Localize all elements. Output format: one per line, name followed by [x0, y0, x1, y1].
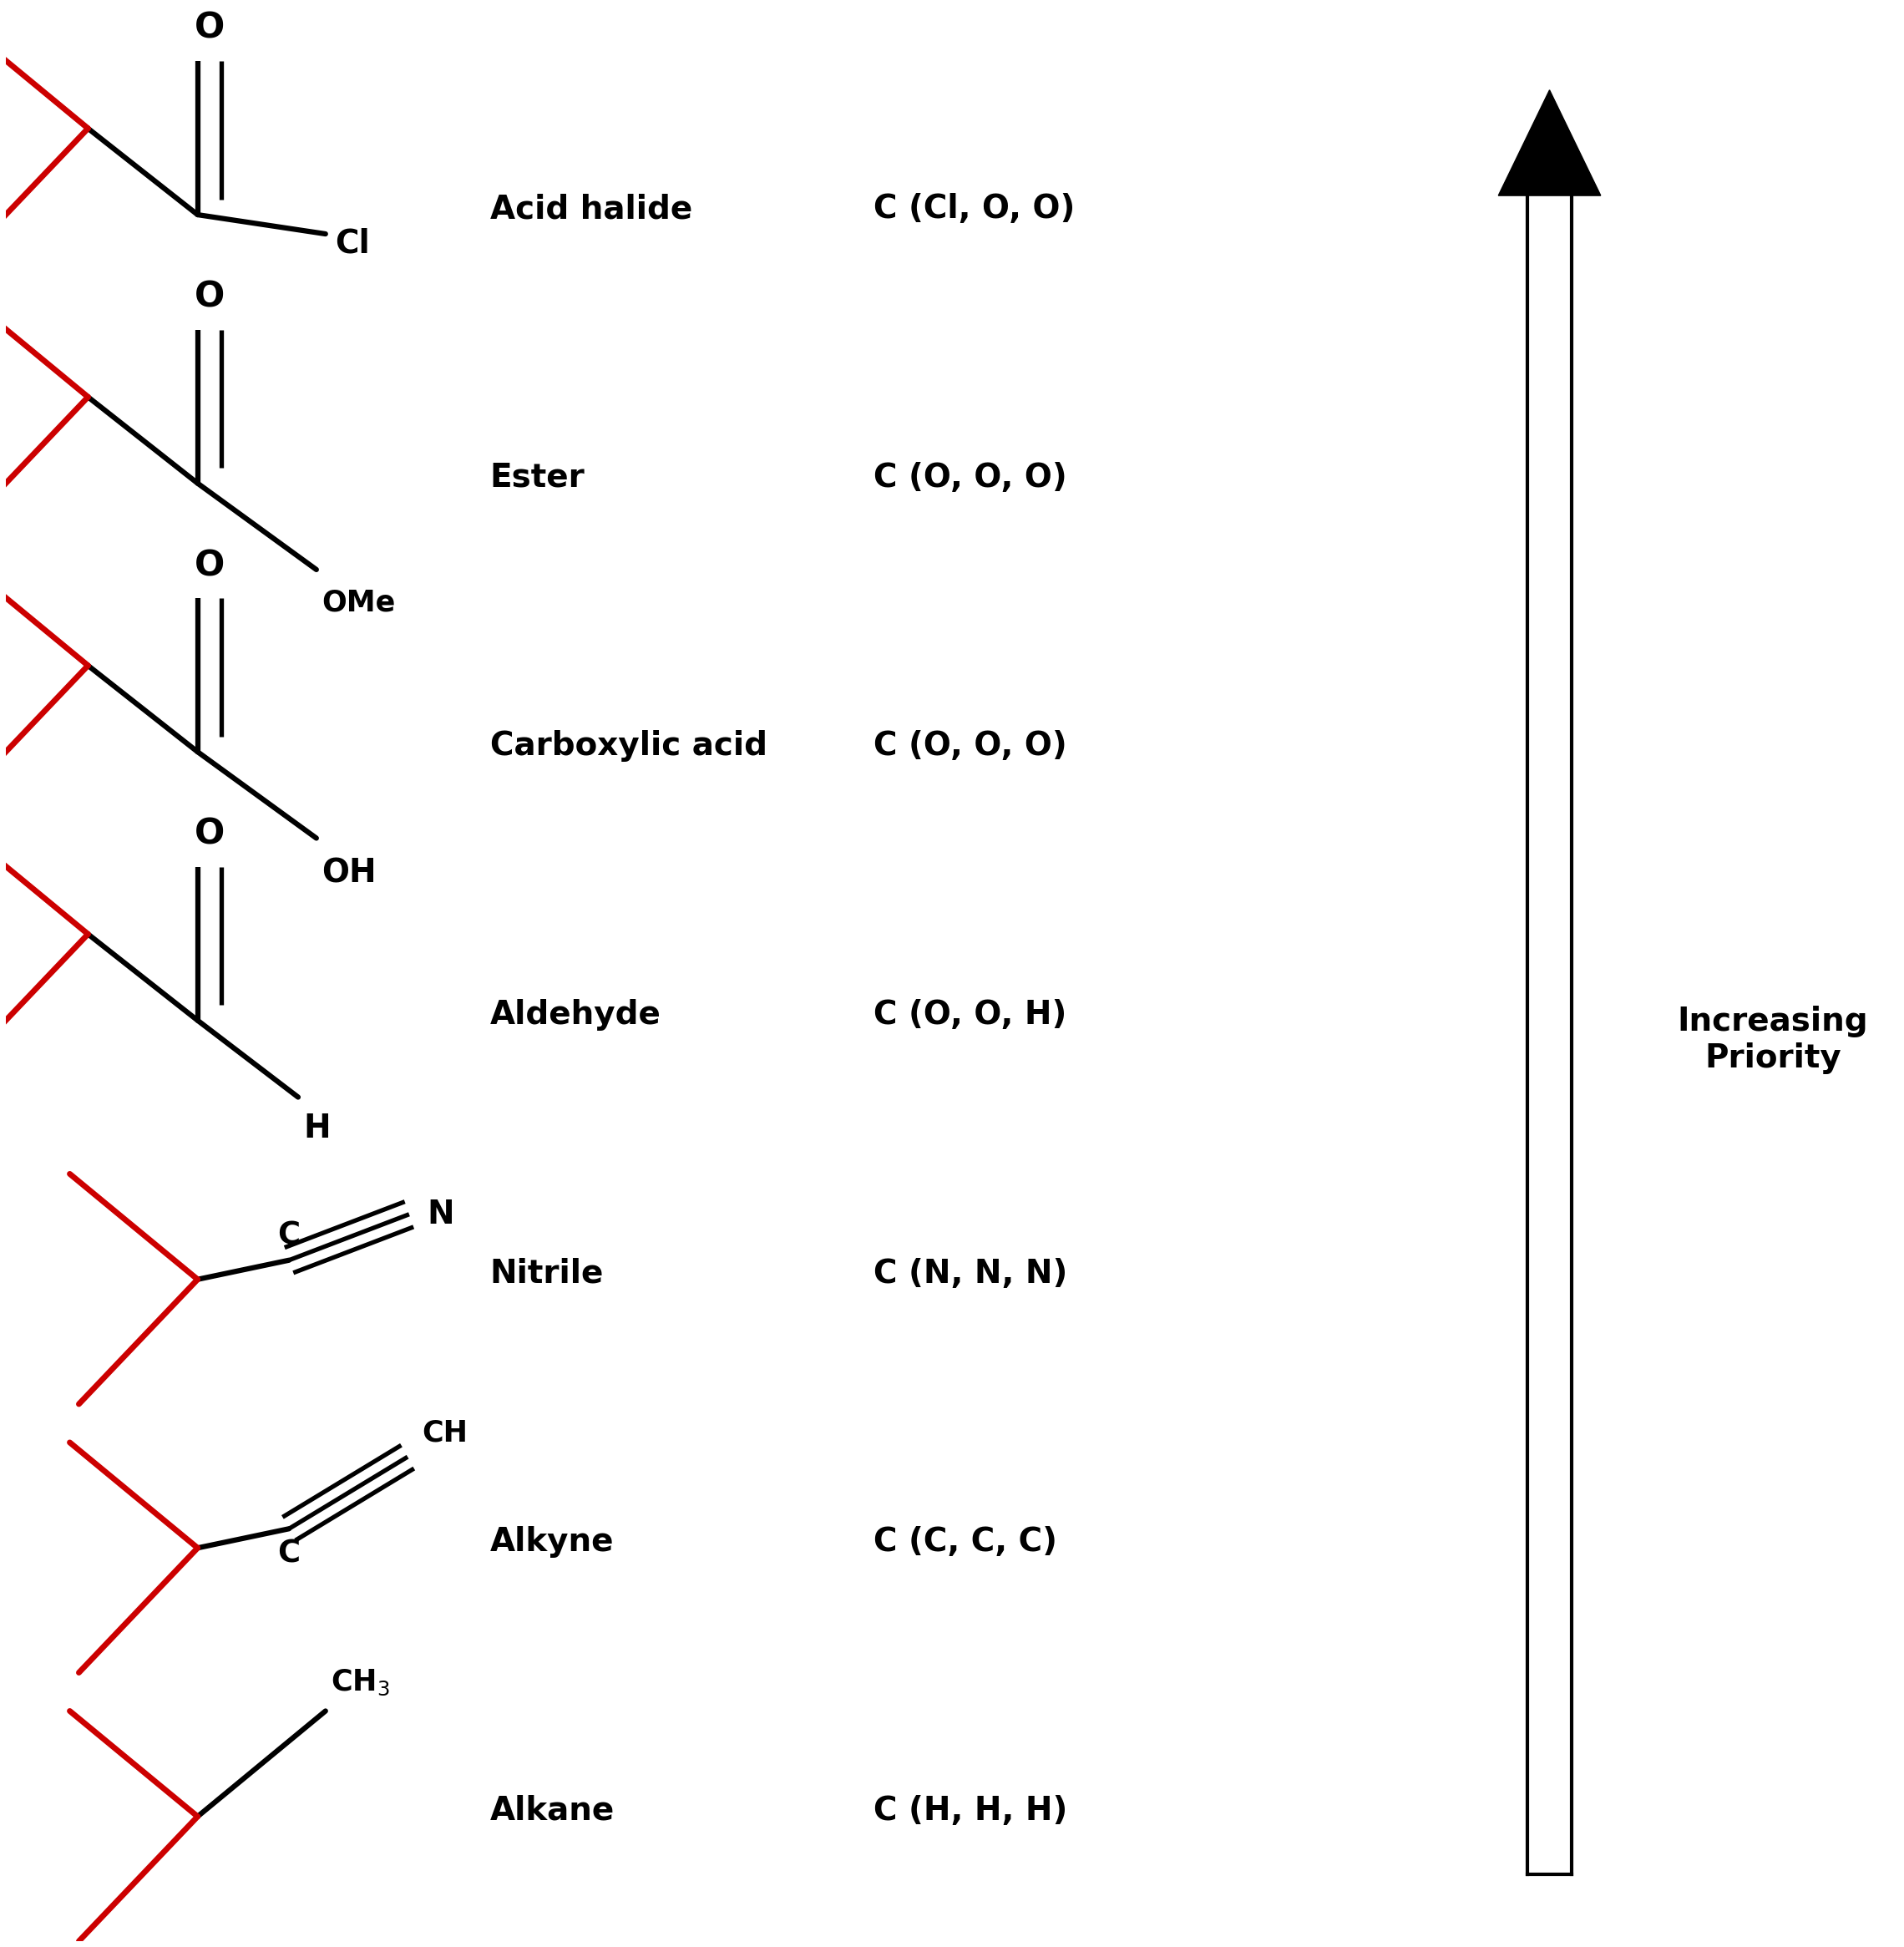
Text: Acid halide: Acid halide	[489, 193, 693, 224]
Text: Alkyne: Alkyne	[489, 1526, 613, 1558]
Text: C: C	[278, 1538, 301, 1569]
Text: C (H, H, H): C (H, H, H)	[874, 1795, 1068, 1826]
Text: H: H	[303, 1112, 331, 1145]
Text: C (O, O, H): C (O, O, H)	[874, 999, 1066, 1030]
Text: CH: CH	[423, 1419, 468, 1447]
Text: C (Cl, O, O): C (Cl, O, O)	[874, 193, 1076, 224]
Text: Aldehyde: Aldehyde	[489, 999, 661, 1030]
Text: C (O, O, O): C (O, O, O)	[874, 730, 1066, 761]
Text: C (N, N, N): C (N, N, N)	[874, 1258, 1068, 1289]
Text: N: N	[426, 1199, 455, 1231]
Text: C (C, C, C): C (C, C, C)	[874, 1526, 1057, 1558]
Text: Alkane: Alkane	[489, 1795, 615, 1826]
Text: C (O, O, O): C (O, O, O)	[874, 461, 1066, 493]
Text: O: O	[194, 816, 225, 851]
Text: Cl: Cl	[335, 228, 369, 259]
Text: O: O	[194, 278, 225, 315]
Text: Ester: Ester	[489, 461, 585, 493]
Text: O: O	[194, 547, 225, 582]
Text: Carboxylic acid: Carboxylic acid	[489, 730, 767, 761]
Text: Increasing
Priority: Increasing Priority	[1677, 1005, 1868, 1075]
Polygon shape	[1498, 90, 1601, 195]
Text: Nitrile: Nitrile	[489, 1258, 604, 1289]
Text: OMe: OMe	[322, 588, 396, 617]
Text: O: O	[194, 12, 225, 47]
Text: OH: OH	[322, 857, 377, 890]
Text: C: C	[278, 1219, 301, 1250]
Text: CH$_3$: CH$_3$	[331, 1669, 390, 1698]
